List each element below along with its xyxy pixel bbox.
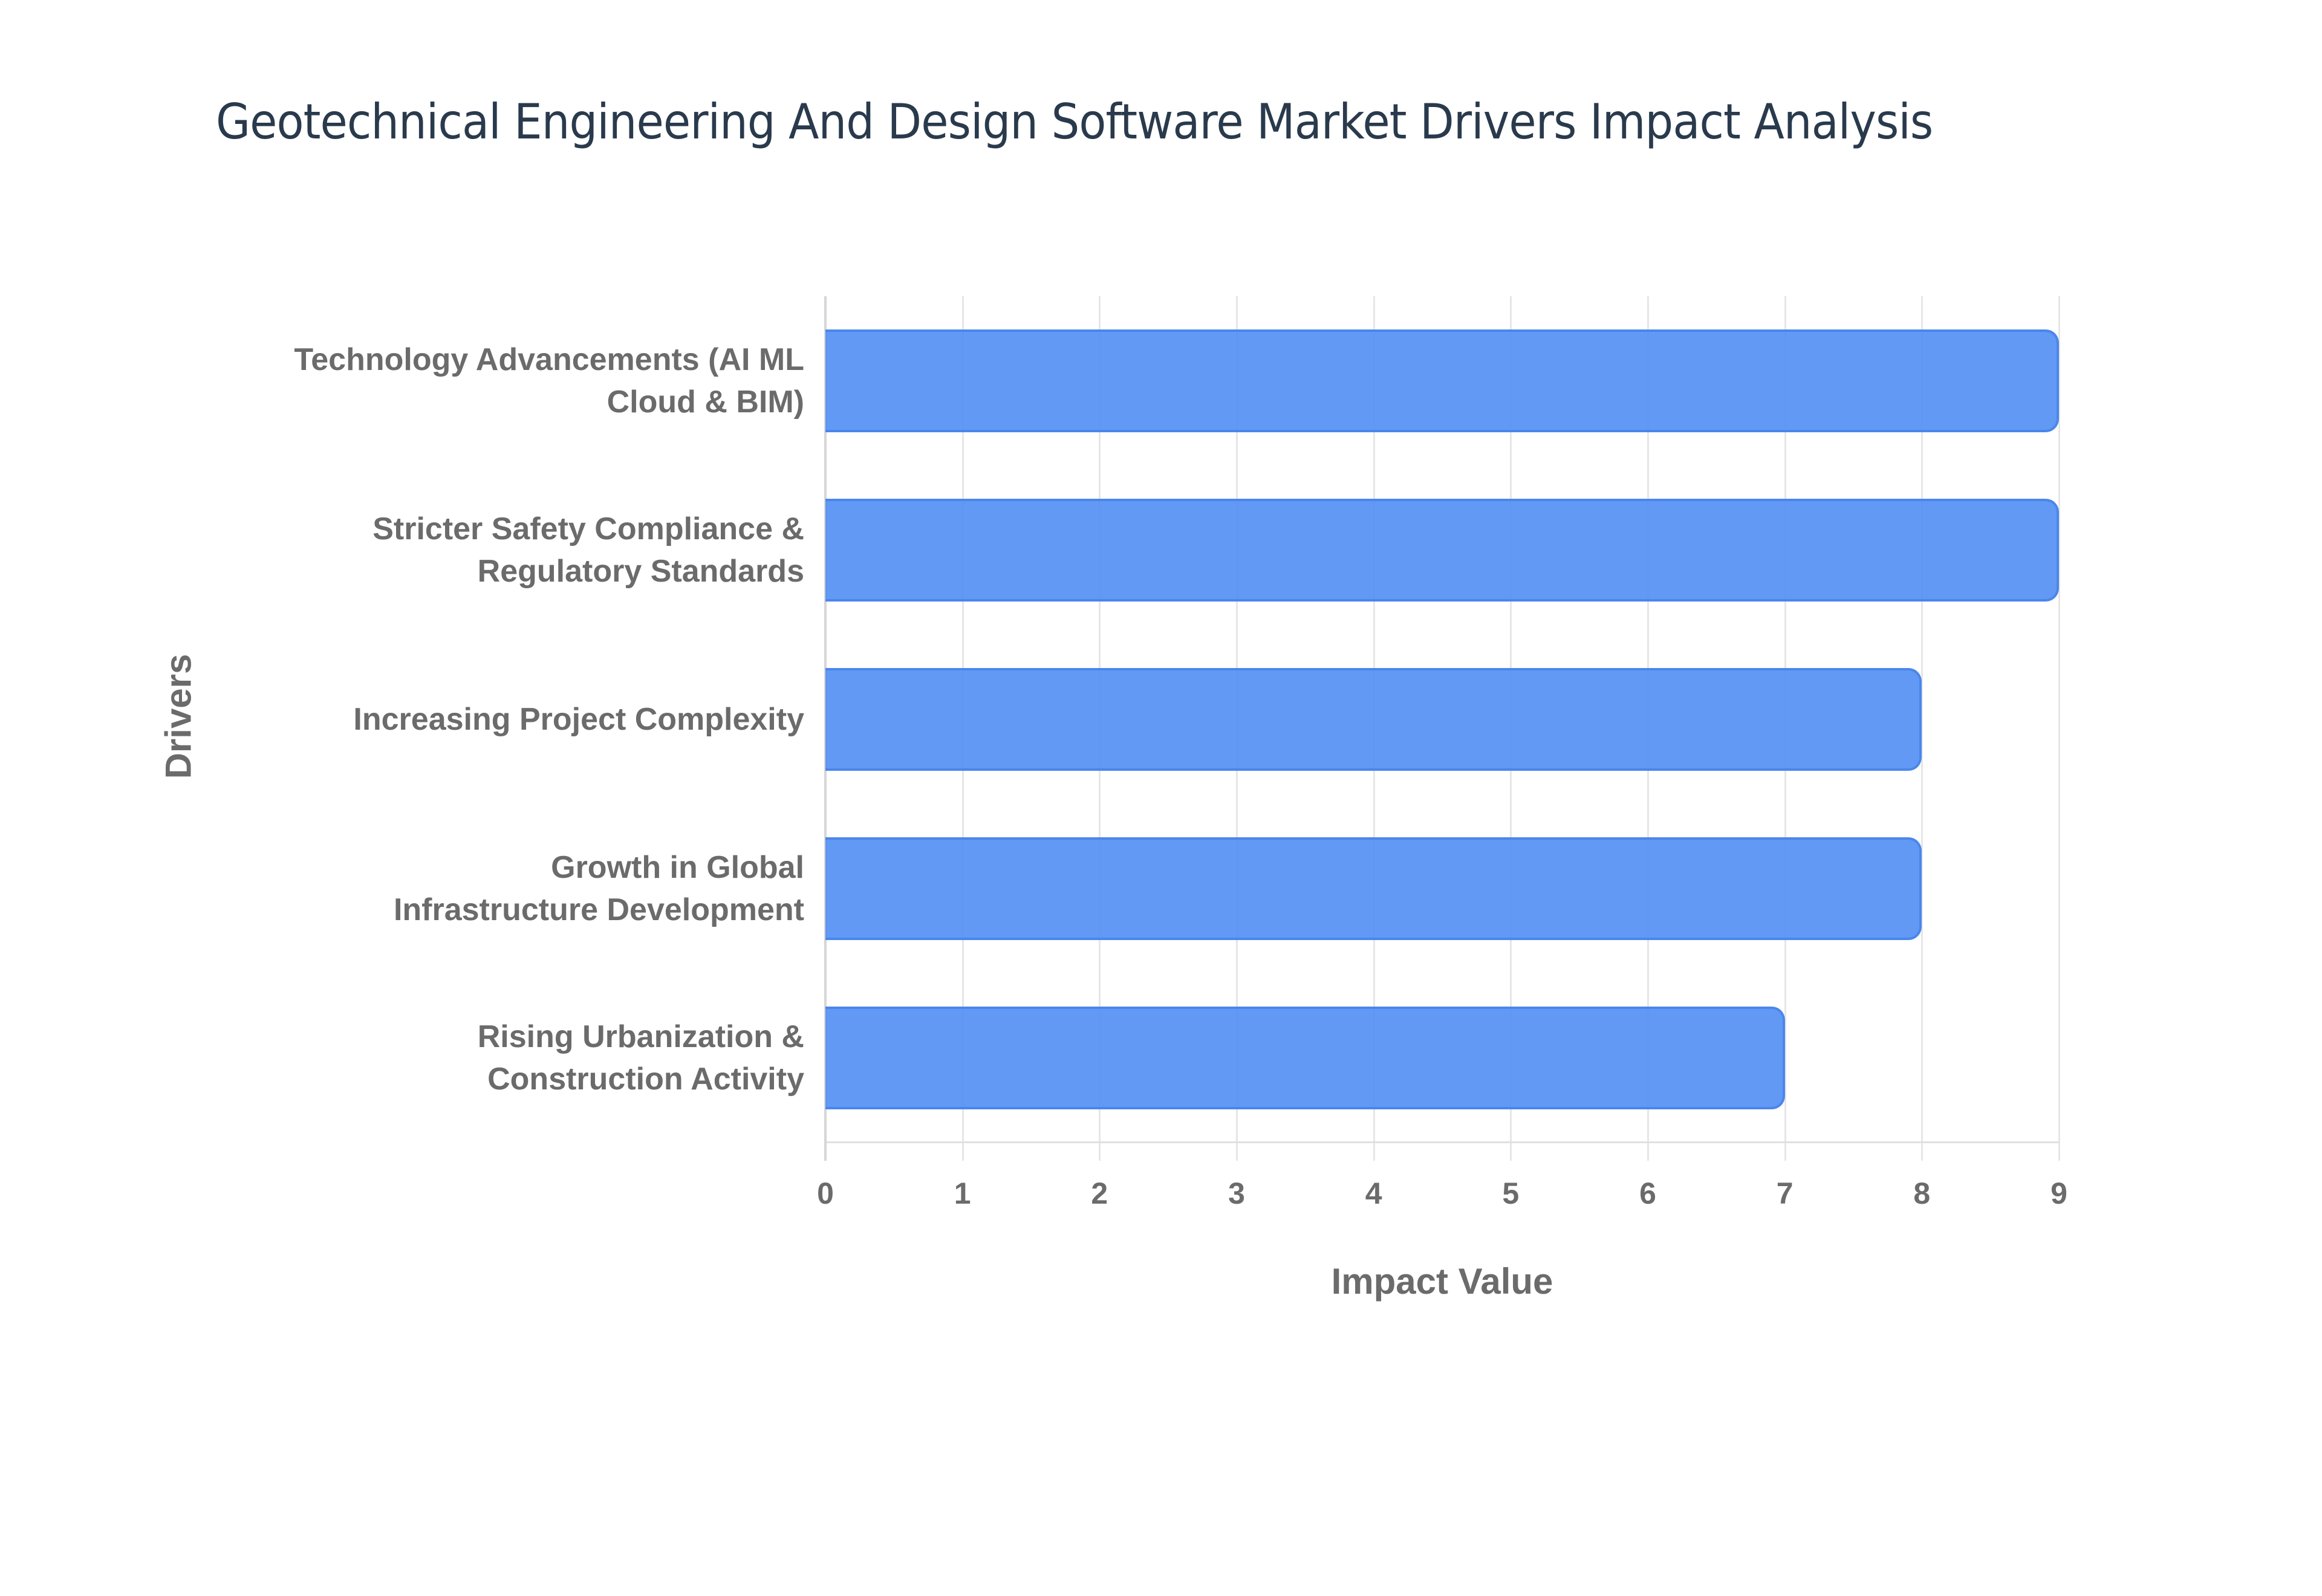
x-tick-label: 5	[1502, 1176, 1520, 1210]
tick-mark	[1647, 1143, 1649, 1161]
y-tick-label: Rising Urbanization & Construction Activ…	[477, 1019, 804, 1097]
bar[interactable]	[825, 329, 2059, 432]
y-tick-label: Stricter Safety Compliance & Regulatory …	[372, 511, 804, 589]
bar[interactable]	[825, 499, 2059, 602]
x-tick-label: 3	[1228, 1176, 1245, 1210]
x-tick-label: 8	[1913, 1176, 1931, 1210]
gridline	[1921, 296, 1924, 1143]
tick-mark	[1921, 1143, 1924, 1161]
tick-mark	[1099, 1143, 1101, 1161]
chart-title: Geotechnical Engineering And Design Soft…	[216, 94, 1933, 150]
bar[interactable]	[825, 668, 1922, 771]
y-axis-title: Drivers	[158, 654, 199, 779]
y-tick-label: Increasing Project Complexity	[353, 702, 804, 737]
y-tick-label: Growth in Global Infrastructure Developm…	[393, 850, 804, 927]
x-tick-label: 9	[2050, 1176, 2067, 1210]
tick-mark	[2058, 1143, 2060, 1161]
tick-mark	[961, 1143, 964, 1161]
bar[interactable]	[825, 1007, 1785, 1109]
x-tick-label: 0	[817, 1176, 834, 1210]
tick-mark	[1236, 1143, 1238, 1161]
gridline	[2058, 296, 2060, 1143]
tick-mark	[1373, 1143, 1375, 1161]
x-tick-label: 4	[1365, 1176, 1382, 1210]
x-axis-title: Impact Value	[1331, 1261, 1553, 1302]
x-tick-label: 2	[1091, 1176, 1108, 1210]
y-tick-label: Technology Advancements (AI ML Cloud & B…	[294, 342, 804, 420]
x-axis-line	[825, 1141, 2059, 1143]
x-tick-label: 1	[954, 1176, 971, 1210]
x-tick-label: 7	[1776, 1176, 1794, 1210]
plot-area: 0 1 2 3 4 5 6 7 8 9	[817, 296, 2067, 1210]
tick-mark	[1510, 1143, 1512, 1161]
tick-mark	[1784, 1143, 1786, 1161]
bar[interactable]	[825, 837, 1922, 940]
x-tick-label: 6	[1639, 1176, 1656, 1210]
